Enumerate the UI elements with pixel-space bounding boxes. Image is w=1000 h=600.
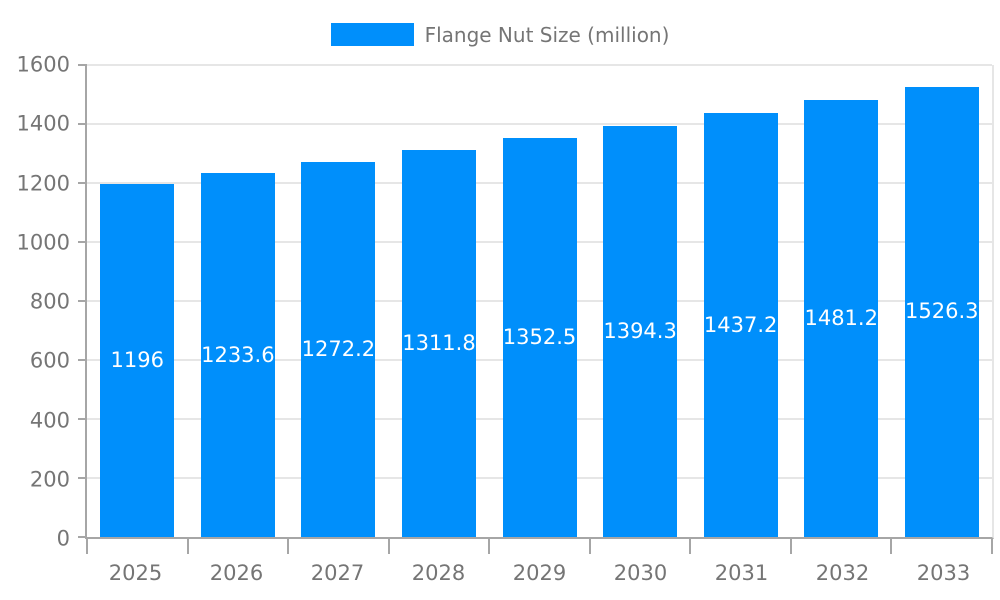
x-axis-tick-label: 2026	[209, 561, 264, 585]
bar[interactable]: 1526.3	[904, 86, 979, 537]
bar-value-label: 1311.8	[402, 331, 476, 356]
legend-item[interactable]: Flange Nut Size (million)	[0, 23, 1000, 46]
y-axis-tick	[78, 182, 87, 184]
bar-value-label: 1352.5	[502, 325, 577, 349]
x-axis-tick-label: 2027	[310, 561, 365, 585]
x-axis-tick	[86, 539, 88, 554]
y-axis-tick-label: 600	[29, 348, 70, 373]
y-axis-tick-label: 800	[29, 289, 70, 314]
y-axis-tick-label: 200	[29, 467, 70, 492]
bar-column: 1394.3	[590, 65, 691, 537]
bar-column: 1196	[87, 65, 188, 537]
bar-column: 1352.5	[489, 65, 590, 537]
legend-swatch	[330, 23, 414, 46]
x-axis-tick	[991, 539, 993, 554]
legend-label: Flange Nut Size (million)	[424, 22, 670, 47]
bar-column: 1233.6	[188, 65, 289, 537]
x-axis-tick-label: 2032	[815, 561, 870, 585]
x-axis-labels: 2025 2026 2027 2028 2029 2030 2031 2032 2033	[85, 561, 994, 585]
x-axis-tick	[287, 539, 290, 554]
bar[interactable]: 1233.6	[200, 173, 275, 537]
x-axis-tick	[186, 539, 189, 554]
gridline	[87, 123, 992, 125]
x-axis-tick-label: 2025	[108, 561, 163, 585]
bar[interactable]: 1394.3	[603, 125, 678, 537]
x-axis-tick	[890, 539, 893, 554]
y-axis-tick-label: 1200	[16, 171, 70, 195]
bar-series: 1196 1233.6 1272.2 1311.8 1352.5 1394.3 1437.2…	[87, 65, 992, 537]
y-axis-tick	[78, 477, 87, 479]
bar-value-label: 1526.3	[905, 299, 979, 324]
bar-value-label: 1233.6	[201, 342, 275, 367]
x-axis-tick-label: 2033	[916, 561, 971, 585]
bar-column: 1437.2	[690, 65, 791, 537]
bar[interactable]: 1352.5	[502, 138, 577, 537]
y-axis-tick-label: 0	[56, 526, 70, 551]
bar[interactable]: 1311.8	[401, 150, 476, 537]
x-axis-tick-label: 2028	[411, 561, 466, 585]
y-axis-tick	[78, 536, 87, 538]
y-axis-tick-label: 1000	[16, 230, 70, 255]
bar-value-label: 1437.2	[703, 312, 778, 337]
bar-value-label: 1196	[110, 348, 164, 373]
x-axis-tick	[789, 539, 792, 554]
y-axis-tick	[78, 359, 87, 361]
x-axis-tick	[689, 539, 692, 554]
x-axis-tick-label: 2029	[512, 561, 567, 585]
gridline	[87, 64, 992, 66]
y-axis-tick-label: 1600	[16, 52, 70, 77]
bar-column: 1481.2	[791, 65, 892, 537]
bar-value-label: 1394.3	[603, 318, 677, 343]
bar-value-label: 1481.2	[804, 306, 878, 331]
y-axis-tick	[78, 241, 87, 243]
bar-column: 1526.3	[892, 65, 993, 537]
y-axis-tick	[78, 418, 87, 420]
bar[interactable]: 1437.2	[703, 113, 778, 537]
y-axis-tick	[78, 123, 87, 125]
y-axis-labels: 0 200 400 600 800 1000 1200 1400 1600	[0, 0, 70, 600]
x-axis-tick	[488, 539, 491, 554]
bar-column: 1272.2	[288, 65, 389, 537]
y-axis-tick-label: 1400	[16, 111, 70, 136]
bar[interactable]: 1196	[100, 184, 175, 537]
y-axis-tick-label: 400	[29, 408, 70, 432]
y-axis-tick	[78, 300, 87, 302]
x-axis-tick-label: 2031	[714, 561, 769, 585]
x-axis-tick	[387, 539, 390, 554]
plot-area: 1196 1233.6 1272.2 1311.8 1352.5 1394.3 1437.2…	[78, 64, 994, 554]
bar-column: 1311.8	[389, 65, 490, 537]
bar[interactable]: 1481.2	[804, 100, 879, 537]
bar[interactable]: 1272.2	[301, 161, 376, 537]
x-axis-tick-label: 2030	[613, 561, 668, 585]
bar-value-label: 1272.2	[301, 336, 376, 361]
x-axis-tick	[588, 539, 591, 554]
y-axis-tick	[78, 64, 87, 66]
